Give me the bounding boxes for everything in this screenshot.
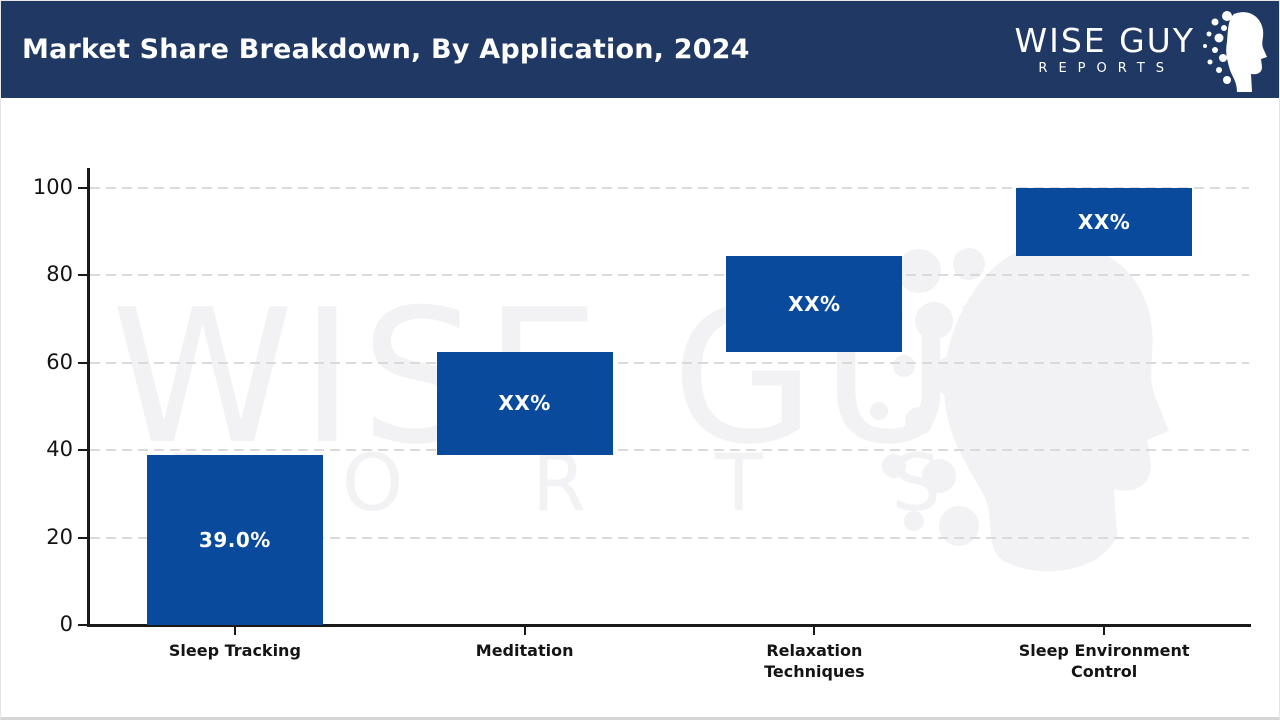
- x-tick-mark: [233, 627, 236, 635]
- x-axis-line: [87, 624, 1251, 627]
- y-tick-label: 40: [46, 437, 73, 462]
- bar-value-label: XX%: [788, 291, 841, 316]
- y-tick-mark: [78, 536, 87, 539]
- y-tick-label: 60: [46, 349, 73, 374]
- x-tick-mark: [1103, 627, 1106, 635]
- x-tick-label: Meditation: [475, 641, 574, 660]
- logo-subtitle: REPORTS: [1038, 60, 1176, 76]
- bar-value-label: 39.0%: [198, 527, 271, 552]
- y-tick-mark: [78, 361, 87, 364]
- y-tick-label: 20: [46, 524, 73, 549]
- gridline: [90, 187, 1249, 189]
- y-tick-mark: [78, 624, 87, 626]
- bar-relaxation-techniques: XX%: [726, 255, 903, 352]
- bar-sleep-tracking: 39.0%: [146, 454, 323, 625]
- bar-value-label: XX%: [498, 391, 551, 416]
- wise-guy-logo: WISE GUY REPORTS: [1014, 1, 1267, 98]
- bar-sleep-environment-control: XX%: [1016, 188, 1193, 256]
- page-title: Market Share Breakdown, By Application, …: [22, 34, 750, 65]
- bar-meditation: XX%: [436, 351, 613, 455]
- x-tick-label: Sleep Tracking: [168, 641, 301, 660]
- bar-value-label: XX%: [1077, 209, 1131, 234]
- y-tick-mark: [78, 187, 87, 189]
- y-tick-mark: [78, 274, 87, 277]
- header-bar: Market Share Breakdown, By Application, …: [1, 1, 1279, 98]
- y-tick-label: 100: [32, 175, 73, 199]
- x-tick-label: Relaxation Techniques: [764, 641, 865, 681]
- logo-text: WISE GUY REPORTS: [1014, 24, 1195, 76]
- gridline: [90, 449, 1249, 452]
- x-tick-mark: [523, 627, 526, 635]
- gridline: [90, 274, 1249, 277]
- x-tick-label: Sleep Environment Control: [1018, 641, 1190, 681]
- gridline: [90, 536, 1249, 539]
- y-tick-label: 80: [46, 262, 73, 287]
- y-axis-line: [87, 168, 90, 627]
- y-tick-label: 0: [59, 612, 73, 636]
- gridline: [90, 361, 1249, 364]
- y-tick-mark: [78, 449, 87, 452]
- logo-wordmark: WISE GUY: [1014, 20, 1195, 60]
- wise-guy-head-icon: [1203, 10, 1267, 92]
- x-tick-mark: [813, 627, 816, 635]
